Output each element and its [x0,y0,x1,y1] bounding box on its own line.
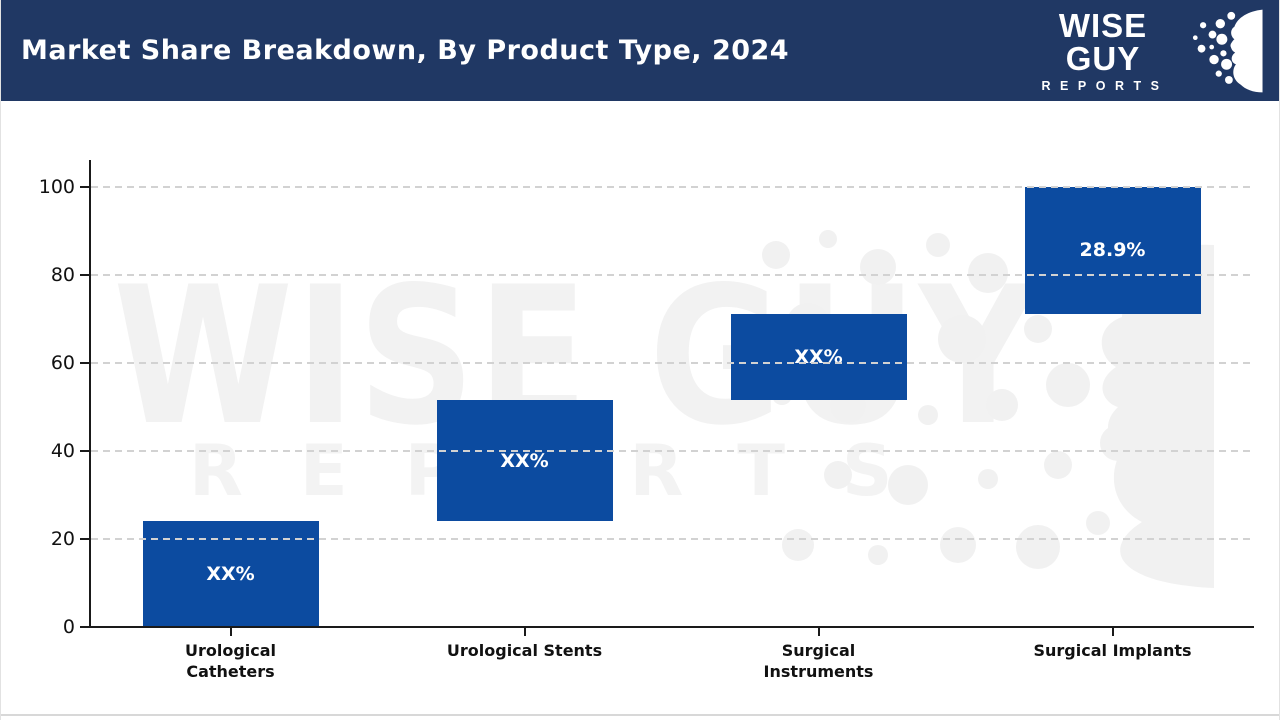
logo-wordmark: WISE GUY [1058,7,1148,77]
y-axis-line [89,160,91,627]
x-tick-mark [229,627,232,636]
plot-area: XX% XX% XX% 28.9% 0 20 40 60 80 100 Urological Cath… [39,160,1254,681]
y-tick-label-60: 60 [50,351,75,374]
x-category-label-1: Urological Catheters [184,641,277,682]
gridline-100 [91,185,1254,188]
header-bar: Market Share Breakdown, By Product Type,… [1,0,1279,101]
gridline-80 [91,273,1254,276]
bar-value-label: 28.9% [1079,239,1146,262]
x-category-label-3: Surgical Instruments [763,641,874,682]
x-category-label-2: Urological Stents [446,641,603,660]
bar-segment-2: XX% [436,400,613,522]
head-profile-icon [1192,9,1263,93]
watermark-head-icon [762,230,1214,588]
logo-subtitle: REPORTS [1041,79,1169,93]
y-tick-mark [80,537,89,540]
y-tick-mark [80,185,89,188]
bar-value-label: XX% [500,449,549,472]
x-tick-mark [1111,627,1114,636]
x-axis-line [89,625,1254,628]
x-tick-mark [523,627,526,636]
bar-segment-3: XX% [730,313,907,401]
bar-value-label: XX% [206,563,255,586]
y-tick-mark [80,273,89,276]
y-tick-label-20: 20 [50,527,75,550]
wise-guy-logo: WISE GUY REPORTS [1017,8,1267,94]
y-tick-mark [80,361,89,364]
bottom-frame-line [1,714,1279,716]
gridline-20 [91,537,1254,540]
y-tick-label-40: 40 [50,439,75,462]
gridline-60 [91,361,1254,364]
y-tick-label-100: 100 [38,175,75,198]
x-tick-mark [817,627,820,636]
x-category-label-4: Surgical Implants [1033,641,1192,660]
y-tick-mark [80,449,89,452]
page-title: Market Share Breakdown, By Product Type,… [21,35,790,66]
bar-segment-4: 28.9% [1024,186,1201,314]
y-tick-mark [80,626,89,628]
y-tick-label-0: 0 [62,616,75,638]
logo-text: WISE GUY REPORTS [1017,9,1189,93]
bar-value-label: XX% [794,346,843,369]
gridline-40 [91,449,1254,452]
y-tick-label-80: 80 [50,263,75,286]
